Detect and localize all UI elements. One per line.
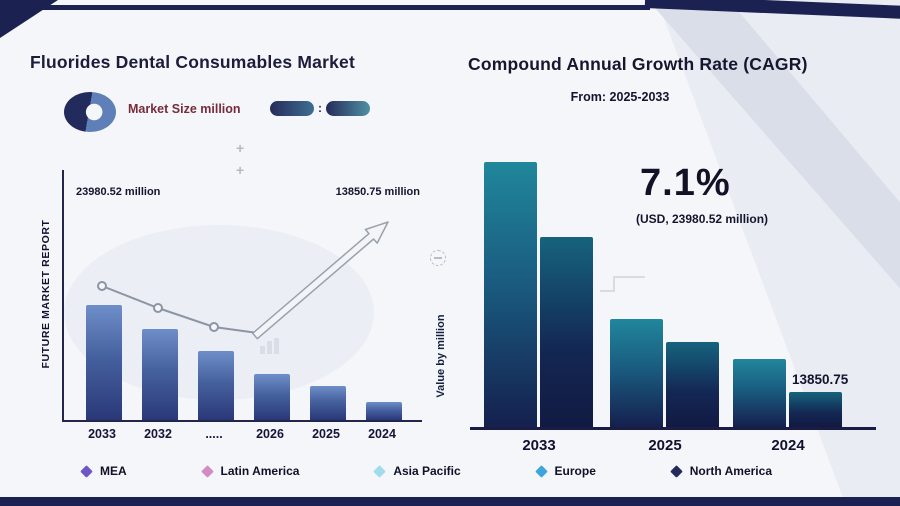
- market-size-donut-icon: [64, 92, 116, 132]
- right-axis-label: 2033: [522, 437, 556, 454]
- left-bar-2033: [86, 305, 122, 420]
- value-by-million-label: Value by million: [435, 314, 447, 398]
- left-axis-label: 2033: [88, 427, 116, 441]
- legend-item-mea: MEA: [80, 464, 127, 478]
- left-axis-label: 2026: [256, 427, 284, 441]
- left-axis-label: 2032: [144, 427, 172, 441]
- legend-label: Asia Pacific: [393, 464, 461, 478]
- bottom-accent-bar: [0, 497, 900, 506]
- right-bar-2033-s1: [484, 162, 537, 427]
- right-chart-plot: [470, 158, 876, 430]
- cagr-period-subtitle: From: 2025-2033: [570, 90, 670, 104]
- legend-marker-icon: [669, 464, 683, 478]
- left-chart-title: Fluorides Dental Consumables Market: [30, 52, 355, 72]
- ghost-chart-icon: [260, 338, 282, 354]
- legend-label: Latin America: [220, 464, 300, 478]
- legend: MEA Latin America Asia Pacific Europe North …: [80, 464, 772, 478]
- left-axis-label: .....: [205, 427, 223, 441]
- legend-label: Europe: [554, 464, 596, 478]
- legend-marker-icon: [534, 464, 548, 478]
- left-bar-.....: [198, 351, 234, 420]
- right-axis-labels: 2033 2025 2024: [470, 437, 876, 459]
- left-bar-2024: [366, 402, 402, 420]
- left-bar-2026: [254, 374, 290, 420]
- left-bar-2032: [142, 329, 178, 420]
- right-bar-2033-s2: [540, 237, 593, 427]
- ghost-step-icon: [600, 276, 645, 292]
- plus-decoration: +: [236, 162, 245, 178]
- left-chart-plot: 23980.52 million 13850.75 million: [62, 170, 422, 422]
- scale-toggle-pill: :: [270, 100, 372, 116]
- toggle-separator: :: [318, 100, 322, 115]
- top-accent-line: [14, 5, 650, 10]
- cagr-basis-note: (USD, 23980.52 million): [636, 212, 769, 226]
- toggle-segment-left: [270, 100, 314, 116]
- left-axis-label: 2025: [312, 427, 340, 441]
- legend-label: MEA: [100, 464, 127, 478]
- toggle-segment-right: [326, 100, 370, 116]
- minus-circle-icon: [430, 250, 446, 266]
- legend-marker-icon: [200, 464, 214, 478]
- left-plot-annotation-2024: 13850.75 million: [335, 186, 420, 198]
- left-bar-2025: [310, 386, 346, 420]
- legend-item-latin-america: Latin America: [200, 464, 300, 478]
- right-bar-2025-s1: [610, 319, 663, 427]
- left-plot-annotation-2033: 23980.52 million: [76, 186, 161, 198]
- right-bar-2024-s1: [733, 359, 786, 427]
- legend-item-asia-pacific: Asia Pacific: [373, 464, 461, 478]
- right-chart-bars: [470, 158, 876, 427]
- top-left-corner-wedge: [0, 0, 58, 38]
- right-axis-label: 2025: [648, 437, 682, 454]
- left-axis-label: 2024: [368, 427, 396, 441]
- legend-label: North America: [689, 464, 772, 478]
- right-bar-2024-s2: [789, 392, 842, 427]
- plus-decoration: +: [236, 140, 245, 156]
- legend-item-north-america: North America: [669, 464, 772, 478]
- legend-item-europe: Europe: [534, 464, 596, 478]
- bar-annotation-13850: 13850.75: [792, 372, 849, 387]
- future-market-report-label: FUTURE MARKET REPORT: [40, 219, 52, 369]
- left-chart-bars: [64, 170, 422, 420]
- cagr-value: 7.1%: [640, 162, 731, 204]
- legend-marker-icon: [373, 464, 387, 478]
- right-bar-2025-s2: [666, 342, 719, 427]
- right-axis-label: 2024: [771, 437, 805, 454]
- legend-marker-icon: [80, 464, 93, 478]
- left-axis-labels: 2033 2032..... 2026 2025 2024: [62, 427, 422, 445]
- right-chart-title: Compound Annual Growth Rate (CAGR): [468, 54, 808, 74]
- market-size-label: Market Size million: [128, 102, 241, 116]
